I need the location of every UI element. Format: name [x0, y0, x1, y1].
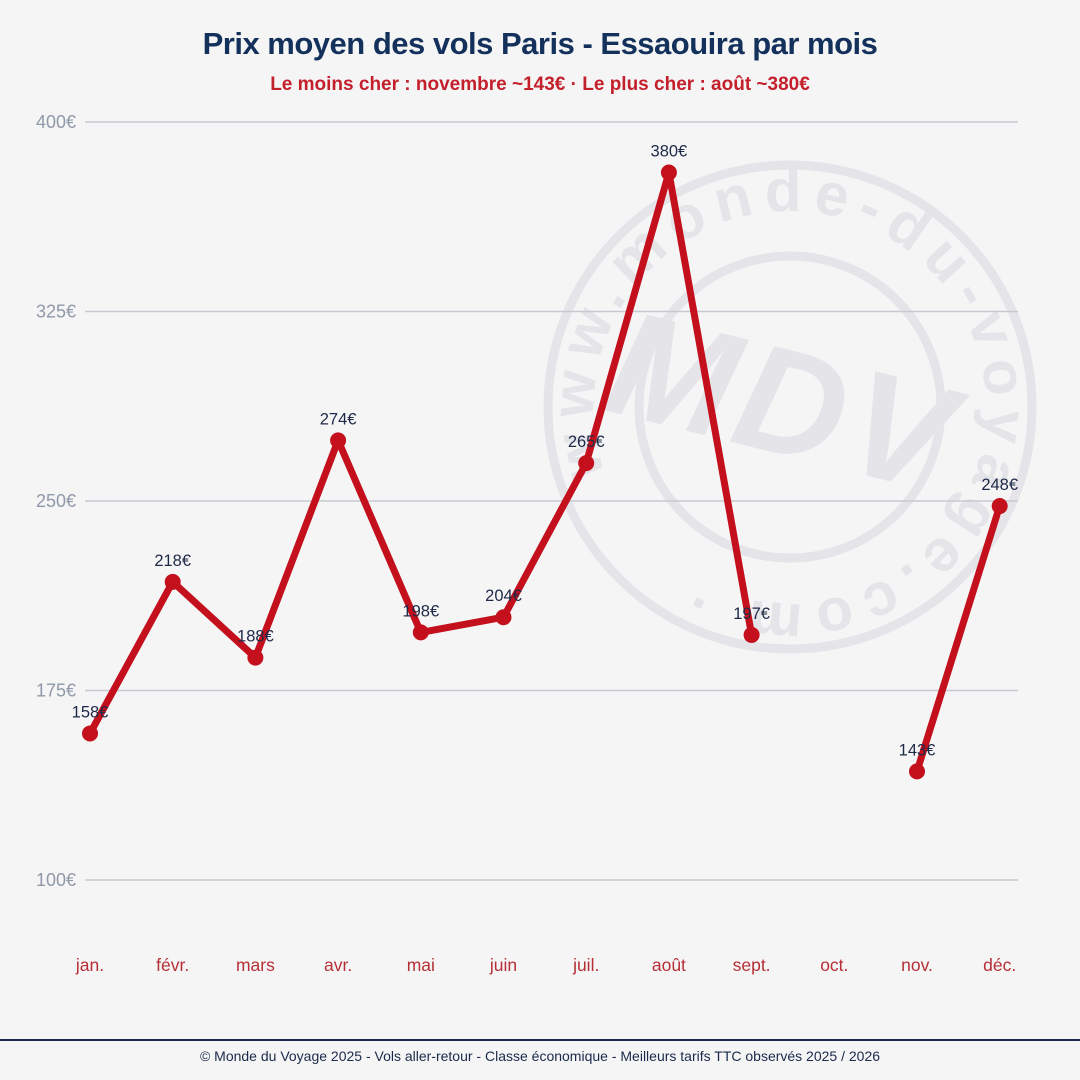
data-label-dec: 248€ — [981, 476, 1018, 494]
data-label-jan: 158€ — [72, 703, 109, 721]
x-label-avr: avr. — [324, 955, 352, 975]
chart-title: Prix moyen des vols Paris - Essaouira pa… — [202, 26, 878, 61]
watermark-initials: MDV — [592, 277, 978, 526]
watermark-inner-ring — [634, 251, 946, 563]
chart-subtitle: Le moins cher : novembre ~143€ · Le plus… — [270, 74, 810, 95]
data-point-juil — [578, 455, 595, 472]
x-label-mai: mai — [407, 955, 435, 975]
y-tick-label-175: 175€ — [36, 681, 76, 701]
x-label-dec: déc. — [983, 955, 1016, 975]
x-label-aout: août — [652, 955, 686, 975]
data-label-mai: 198€ — [402, 602, 439, 620]
data-label-aout: 380€ — [651, 143, 688, 161]
data-label-fevr: 218€ — [154, 552, 191, 570]
data-label-nov: 143€ — [899, 741, 936, 759]
data-label-mars: 188€ — [237, 628, 274, 646]
footer-divider — [0, 1039, 1080, 1041]
x-label-jan: jan. — [75, 955, 104, 975]
y-tick-label-100: 100€ — [36, 870, 76, 890]
data-point-avr — [330, 432, 347, 449]
data-label-juin: 204€ — [485, 587, 522, 605]
x-label-fevr: févr. — [156, 955, 189, 975]
data-point-jan — [82, 725, 98, 742]
data-point-nov — [909, 763, 925, 780]
y-tick-label-400: 400€ — [36, 112, 76, 132]
y-tick-label-250: 250€ — [36, 491, 76, 511]
x-label-sept: sept. — [733, 955, 771, 975]
data-label-avr: 274€ — [320, 410, 357, 428]
data-point-fevr — [164, 573, 181, 590]
y-tick-label-325: 325€ — [36, 302, 76, 322]
x-label-oct: oct. — [820, 955, 848, 975]
x-label-nov: nov. — [901, 955, 933, 975]
data-label-sept: 197€ — [733, 605, 770, 623]
footer-text: © Monde du Voyage 2025 - Vols aller-reto… — [199, 1048, 881, 1064]
data-label-juil: 265€ — [568, 433, 605, 451]
data-point-juin — [495, 609, 512, 626]
watermark-stamp: www.monde-du-voyage.com ·MDV — [538, 157, 1037, 659]
x-label-mars: mars — [236, 955, 275, 975]
watermark-outer-ring — [543, 160, 1037, 654]
data-point-sept — [743, 626, 760, 643]
data-point-aout — [660, 164, 677, 181]
data-point-dec — [991, 498, 1008, 515]
x-label-juil: juil. — [572, 955, 599, 975]
price-line-segment-2 — [913, 502, 1004, 775]
x-label-juin: juin — [489, 955, 517, 975]
data-point-mai — [412, 624, 429, 641]
data-point-mars — [247, 649, 264, 666]
